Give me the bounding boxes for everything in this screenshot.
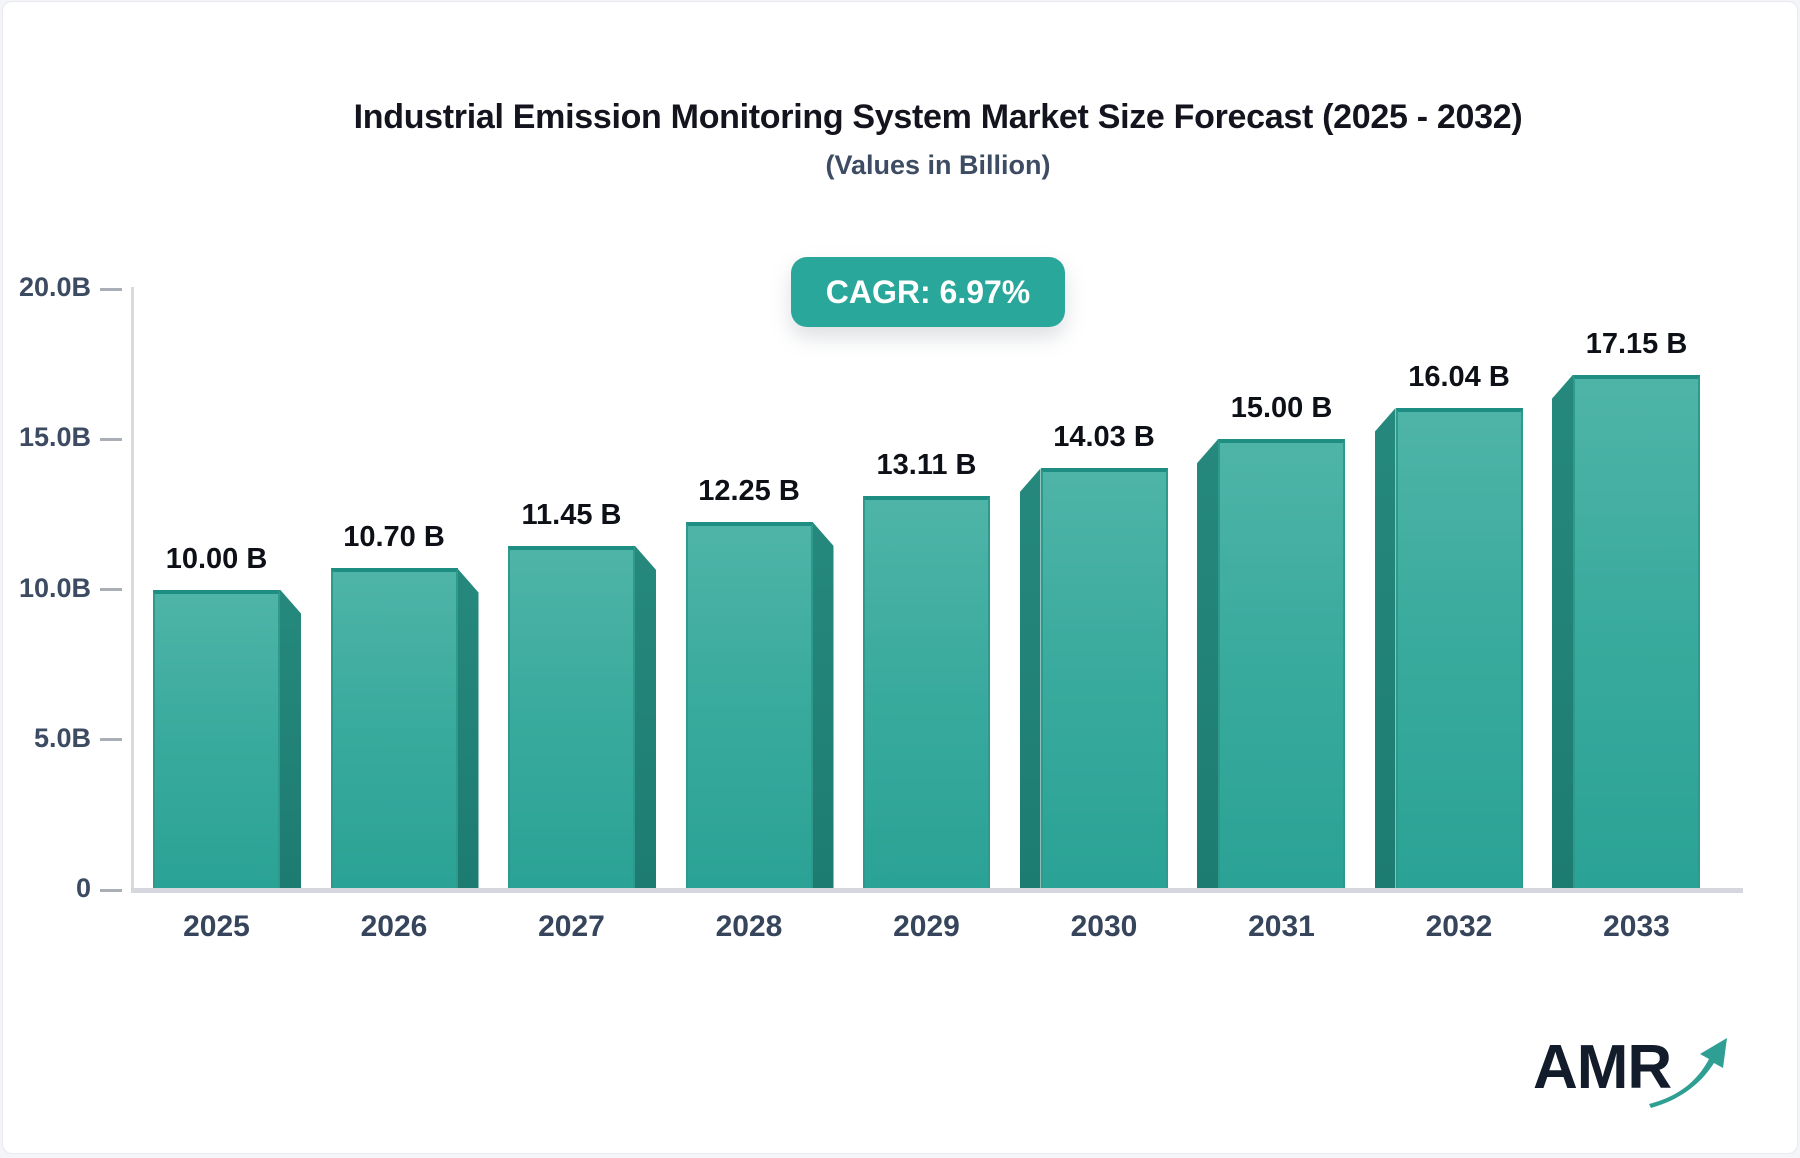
x-axis-label-2033: 2033 bbox=[1603, 910, 1670, 943]
amr-logo-text: AMR bbox=[1533, 1033, 1672, 1102]
bar-value-label: 11.45 B bbox=[521, 498, 622, 531]
bar-2029 bbox=[863, 496, 990, 890]
y-axis-line bbox=[131, 287, 134, 893]
x-axis-label-2027: 2027 bbox=[538, 910, 605, 943]
y-tick bbox=[100, 287, 122, 291]
bar-2027 bbox=[508, 545, 635, 890]
cagr-badge: CAGR: 6.97% bbox=[791, 257, 1065, 327]
bar-side-face bbox=[280, 589, 301, 890]
amr-logo: AMR bbox=[1533, 1032, 1733, 1116]
x-axis-label-2026: 2026 bbox=[360, 910, 428, 943]
y-tick bbox=[100, 888, 122, 892]
bar-side-face bbox=[1019, 468, 1041, 890]
y-tick bbox=[100, 588, 122, 591]
bar-side-face bbox=[812, 521, 834, 890]
bar-value-label: 16.04 B bbox=[1408, 360, 1510, 393]
cagr-badge-label: CAGR: 6.97% bbox=[825, 273, 1031, 310]
bar-2033 bbox=[1573, 374, 1700, 890]
y-tick-label: 15.0B bbox=[18, 422, 91, 453]
bar-value-label: 17.15 B bbox=[1585, 327, 1688, 360]
y-tick-label: 10.0B bbox=[18, 572, 91, 603]
x-axis-label-2029: 2029 bbox=[893, 910, 960, 943]
bar-value-label: 12.25 B bbox=[698, 474, 800, 507]
y-tick-label: 20.0B bbox=[18, 272, 91, 302]
x-axis-label-2030: 2030 bbox=[1070, 910, 1138, 943]
bar-2026 bbox=[330, 568, 458, 890]
bar-side-face bbox=[1374, 407, 1396, 890]
y-tick-label: 5.0B bbox=[33, 722, 91, 753]
bar-2025 bbox=[153, 589, 280, 890]
y-tick bbox=[100, 738, 122, 742]
bar-2031 bbox=[1218, 439, 1345, 890]
x-axis-label-2032: 2032 bbox=[1425, 910, 1493, 943]
bar-value-label: 10.00 B bbox=[165, 542, 268, 575]
bar-side-face bbox=[1552, 374, 1573, 890]
bar-side-face bbox=[635, 545, 656, 890]
bar-2028 bbox=[685, 521, 813, 890]
chart-title: Industrial Emission Monitoring System Ma… bbox=[353, 98, 1523, 136]
y-tick-label: 0 bbox=[75, 873, 91, 903]
y-tick bbox=[100, 437, 122, 441]
bar-value-label: 15.00 B bbox=[1230, 392, 1333, 425]
chart-subtitle: (Values in Billion) bbox=[825, 150, 1051, 180]
x-axis-label-2028: 2028 bbox=[715, 910, 783, 943]
growth-arrow-icon bbox=[1649, 1038, 1727, 1108]
x-axis-label-2025: 2025 bbox=[183, 910, 250, 943]
plot-area: 20.0B 15.0B 10.0B 5.0B 0 10.00 B 2025 10.70 B 20… bbox=[3, 2, 1800, 1158]
bar-value-label: 13.11 B bbox=[876, 449, 977, 482]
bar-side-face bbox=[1197, 439, 1218, 890]
bar-2030 bbox=[1040, 468, 1168, 890]
bar-value-label: 10.70 B bbox=[343, 521, 445, 554]
bar-value-label: 14.03 B bbox=[1053, 421, 1155, 454]
bar-2032 bbox=[1395, 407, 1523, 890]
x-axis-label-2031: 2031 bbox=[1248, 910, 1315, 943]
x-axis-line bbox=[131, 888, 1743, 893]
bar-side-face bbox=[457, 568, 479, 890]
